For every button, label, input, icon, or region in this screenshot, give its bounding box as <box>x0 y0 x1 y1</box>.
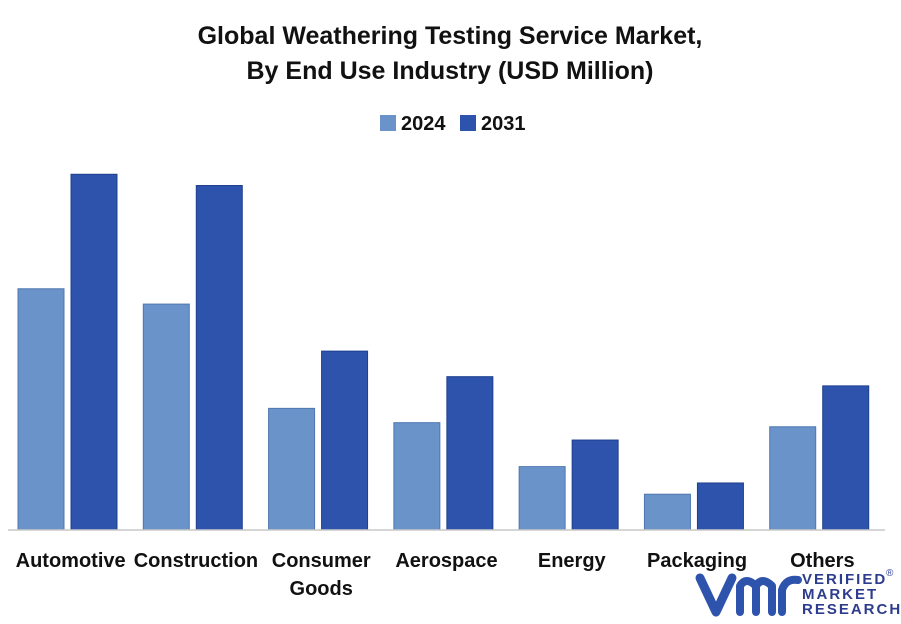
category-labels: Automotive Construction Consumer Goods Aeros… <box>16 550 855 600</box>
bar-2031 <box>70 173 118 531</box>
bar-2031 <box>822 385 870 531</box>
logo-line-2: MARKET <box>802 586 878 603</box>
category-label: Construction <box>134 550 258 572</box>
category-label: Aerospace <box>395 550 497 572</box>
logo-line-3: RESEARCH <box>802 601 901 618</box>
logo-line-1: VERIFIED <box>802 571 887 588</box>
legend: 2024 2031 <box>380 113 526 135</box>
legend-swatch <box>380 115 396 131</box>
legend-label: 2024 <box>401 113 446 135</box>
registered-mark: ® <box>886 568 894 579</box>
bar-2024 <box>769 426 817 531</box>
bar-2031 <box>321 350 369 531</box>
bar-2031 <box>195 185 243 531</box>
logo: VERIFIED MARKET RESEARCH ® <box>695 568 901 618</box>
category-label: Energy <box>538 550 607 572</box>
category-label: Automotive <box>16 550 126 572</box>
category-label: Others <box>790 550 854 572</box>
bar-2024 <box>518 466 566 531</box>
chart-title: Global Weathering Testing Service Market… <box>198 22 703 85</box>
bar-2024 <box>17 288 65 531</box>
bar-2024 <box>142 303 190 531</box>
legend-swatch <box>460 115 476 131</box>
bar-2024 <box>268 407 316 531</box>
bar-2024 <box>643 493 691 531</box>
category-label: Goods <box>290 578 353 600</box>
category-label: Packaging <box>647 550 747 572</box>
category-label: Consumer <box>272 550 371 572</box>
bar-2031 <box>571 439 619 531</box>
vmr-logo-mark <box>695 573 802 617</box>
bar-2024 <box>393 422 441 531</box>
legend-label: 2031 <box>481 113 526 135</box>
chart-title-line: Global Weathering Testing Service Market… <box>198 22 703 50</box>
chart-title-line: By End Use Industry (USD Million) <box>247 57 654 85</box>
bars <box>17 173 870 531</box>
bar-2031 <box>446 376 494 531</box>
bar-2031 <box>696 482 744 531</box>
